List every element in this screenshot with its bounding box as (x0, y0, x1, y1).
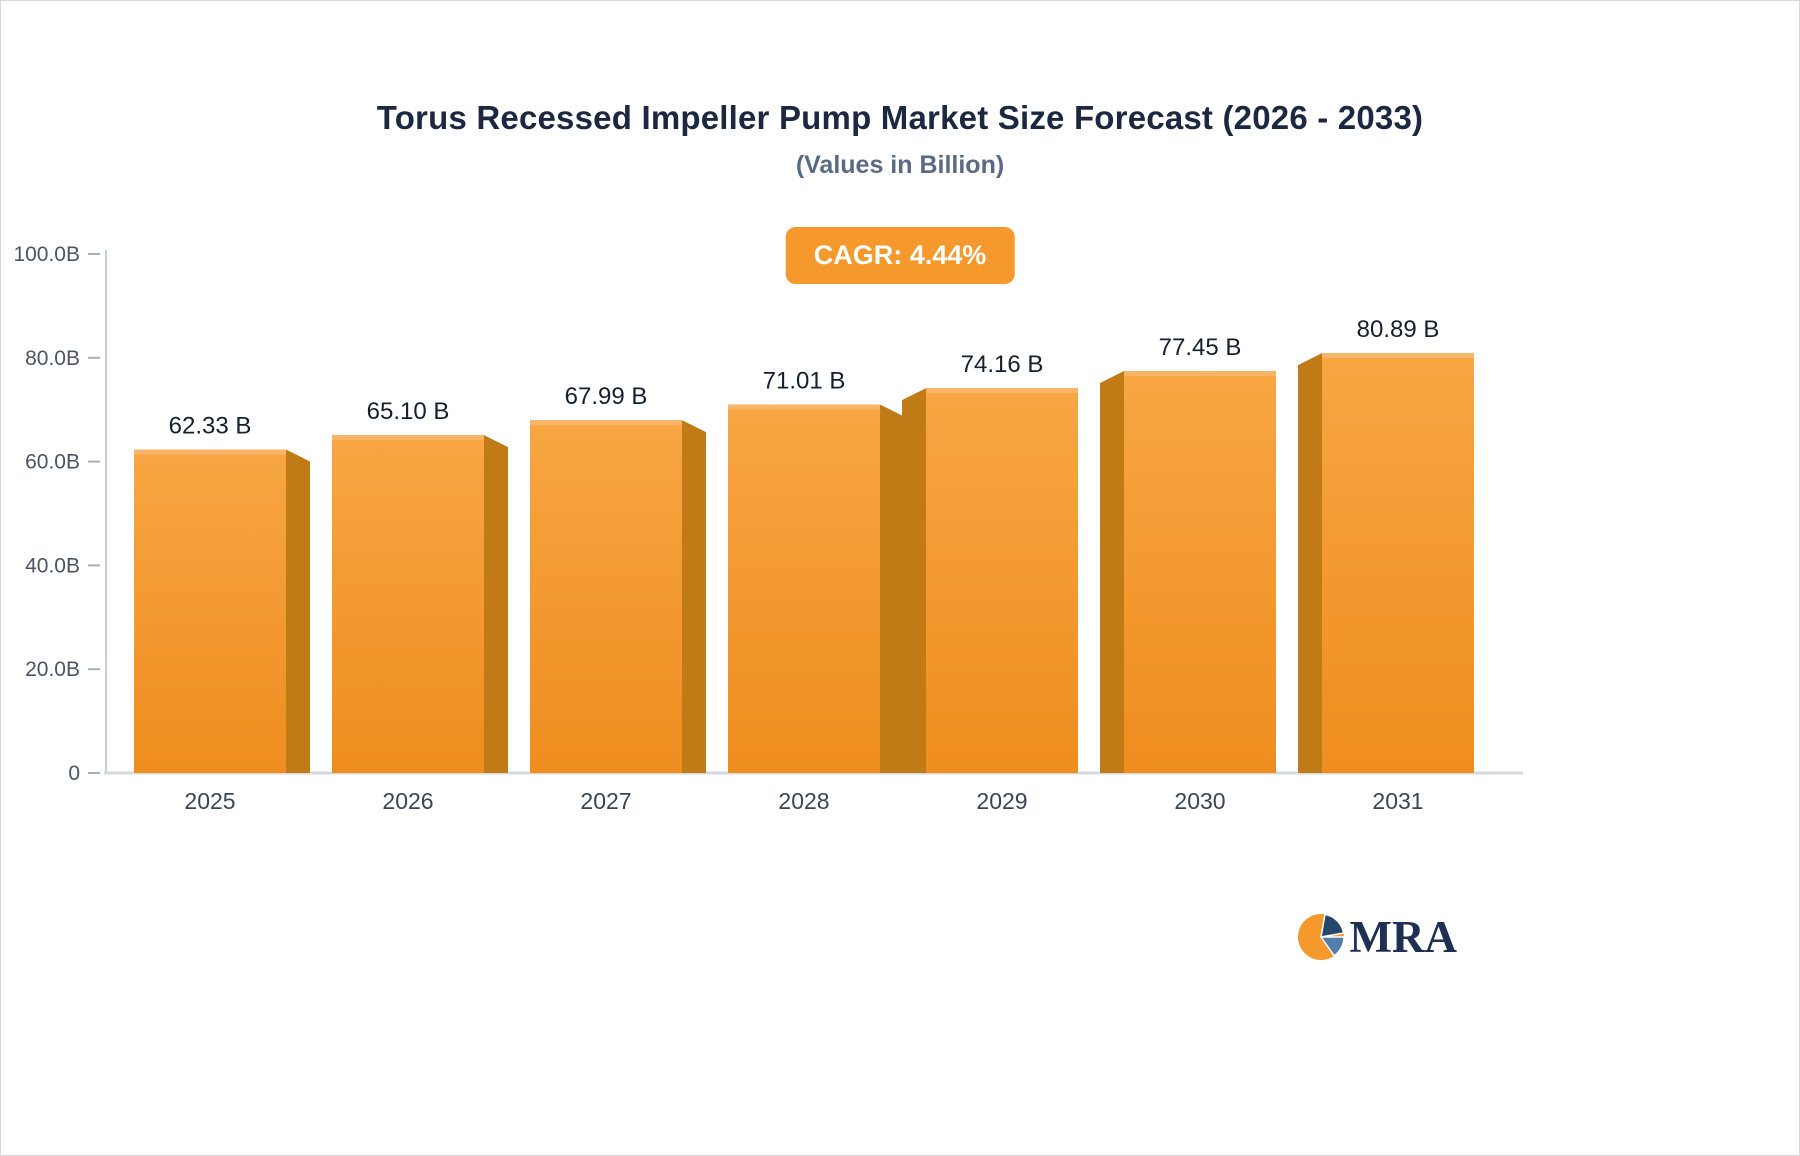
bar (728, 404, 880, 773)
bar-top-highlight (134, 449, 286, 455)
y-axis-label: 40.0B (25, 554, 80, 577)
mra-logo-icon (1297, 913, 1345, 960)
x-axis-label: 2030 (1174, 788, 1225, 814)
bar (926, 388, 1078, 773)
bar (332, 435, 484, 773)
bar (134, 449, 286, 773)
bar-side (902, 388, 926, 773)
bar (1124, 371, 1276, 773)
bar-side (880, 404, 904, 773)
bar-value-label: 67.99 B (565, 383, 648, 410)
x-axis-label: 2031 (1372, 788, 1423, 814)
bar-side (682, 420, 706, 773)
y-axis-label: 80.0B (25, 347, 80, 370)
bar-top-highlight (1124, 371, 1276, 377)
bar-value-label: 74.16 B (961, 351, 1044, 378)
bar-side (1298, 353, 1322, 773)
bar-side (286, 449, 310, 773)
mra-logo-text: MRA (1349, 911, 1457, 962)
chart-title: Torus Recessed Impeller Pump Market Size… (376, 99, 1424, 136)
chart-subtitle: (Values in Billion) (795, 151, 1005, 179)
bar (530, 420, 682, 773)
bar-value-label: 80.89 B (1357, 316, 1440, 343)
bar-top-highlight (926, 388, 1078, 394)
y-axis-label: 0 (68, 762, 80, 785)
x-axis-label: 2029 (976, 788, 1027, 814)
cagr-badge: CAGR: 4.44% (785, 227, 1015, 284)
x-axis-label: 2028 (778, 788, 829, 814)
bar-value-label: 71.01 B (763, 367, 846, 394)
y-axis-label: 60.0B (25, 451, 80, 474)
x-axis-label: 2027 (580, 788, 631, 814)
bar-top-highlight (1322, 353, 1474, 359)
x-axis-label: 2026 (382, 788, 433, 814)
bar-top-highlight (728, 404, 880, 410)
x-axis-label: 2025 (184, 788, 235, 814)
bar-side (1100, 371, 1124, 773)
y-axis-label: 100.0B (13, 243, 80, 266)
brand-logo: MRA (1297, 913, 1457, 961)
bar-value-label: 65.10 B (367, 398, 450, 425)
y-axis-label: 20.0B (25, 658, 80, 681)
bar-top-highlight (530, 420, 682, 426)
bar-value-label: 62.33 B (169, 413, 252, 440)
bar-top-highlight (332, 435, 484, 441)
bar (1322, 353, 1474, 773)
bar-value-label: 77.45 B (1159, 334, 1242, 361)
bar-side (484, 435, 508, 773)
